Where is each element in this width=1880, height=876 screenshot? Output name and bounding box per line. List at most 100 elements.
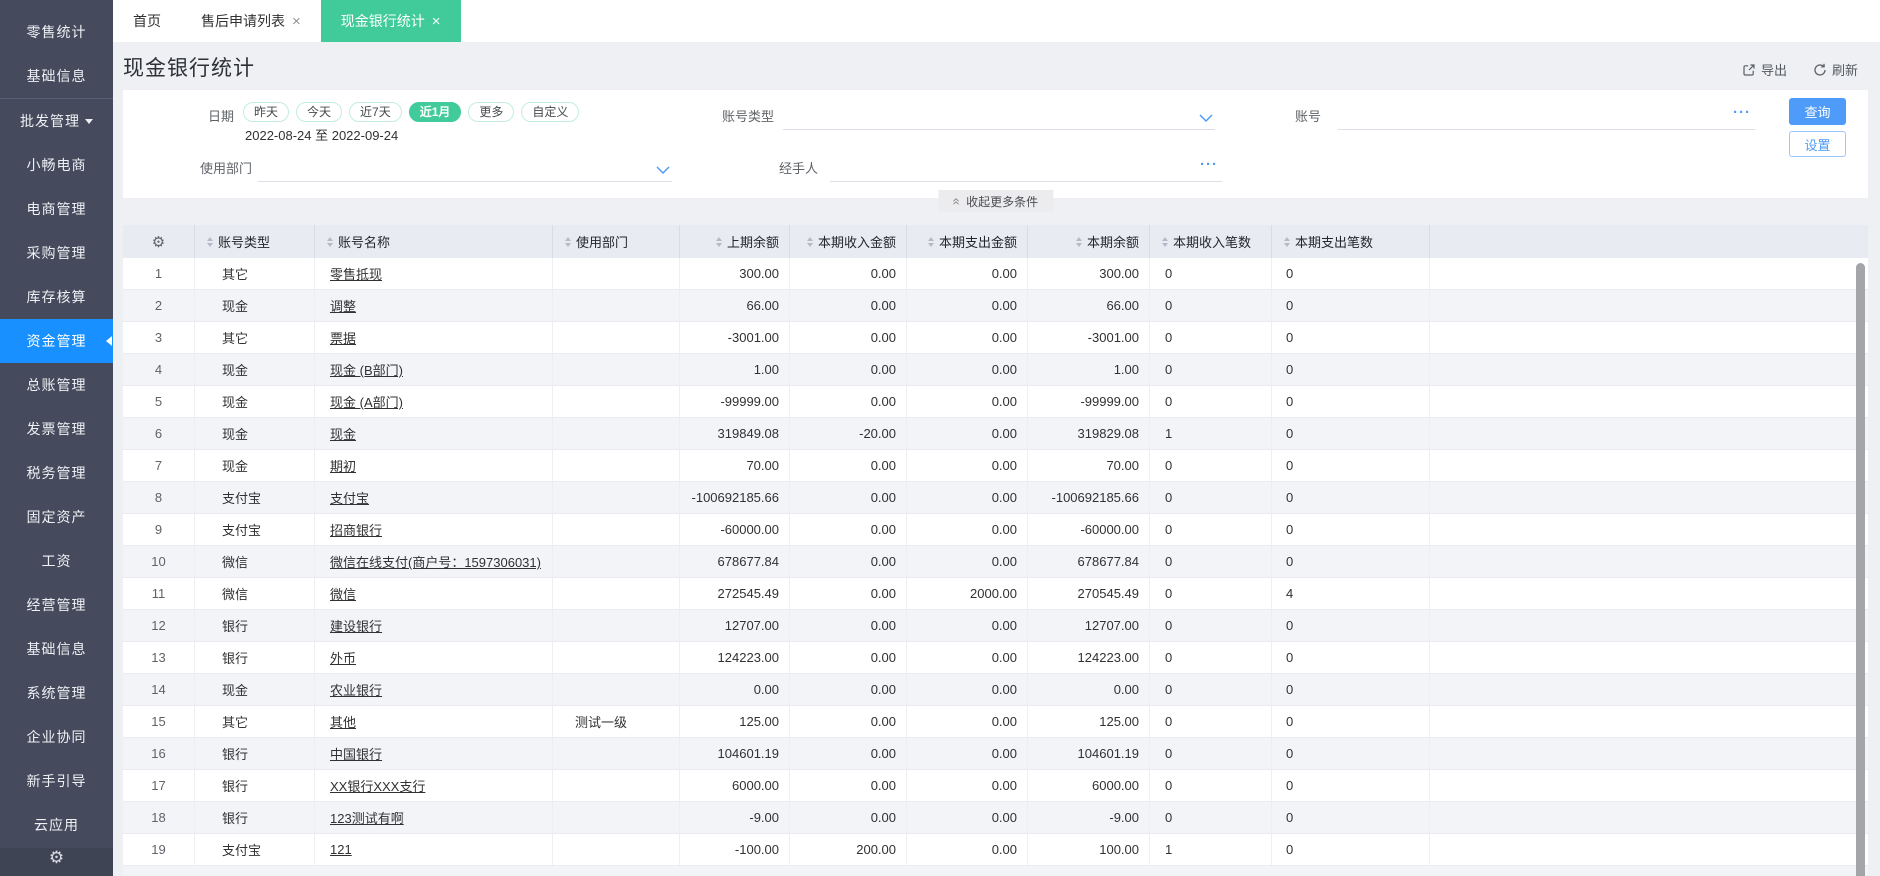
close-icon[interactable]: × — [431, 12, 441, 30]
date-range-value[interactable]: 2022-08-24 至 2022-09-24 — [245, 128, 399, 143]
account-name-link[interactable]: 外币 — [330, 651, 357, 666]
date-preset-2[interactable]: 近7天 — [349, 102, 402, 122]
account-name-link[interactable]: 微信 — [330, 587, 357, 602]
column-header-7[interactable]: 本期收入笔数 — [1150, 225, 1272, 258]
column-header-3[interactable]: 上期余额 — [680, 225, 790, 258]
cell-name: 其他 — [315, 706, 553, 737]
tab-0[interactable]: 首页 — [113, 0, 181, 42]
column-header-4[interactable]: 本期收入金额 — [790, 225, 907, 258]
column-header-2[interactable]: 使用部门 — [553, 225, 680, 258]
tab-1[interactable]: 售后申请列表 × — [181, 0, 321, 42]
sidebar-item-13[interactable]: 经营管理 — [0, 583, 113, 627]
account-name-link[interactable]: 期初 — [330, 459, 357, 474]
account-name-link[interactable]: 零售抵现 — [330, 267, 383, 282]
account-name-link[interactable]: 建设银行 — [330, 619, 383, 634]
chevron-down-icon[interactable] — [1199, 110, 1213, 128]
export-button[interactable]: 导出 — [1742, 60, 1787, 79]
sidebar-item-1[interactable]: 基础信息 — [0, 54, 113, 98]
account-name-link[interactable]: 中国银行 — [330, 747, 383, 762]
sort-desc-icon — [806, 242, 813, 247]
sort-icon — [327, 236, 333, 247]
ellipsis-icon[interactable]: ··· — [1200, 156, 1218, 173]
account-name-link[interactable]: 现金 (A部门) — [330, 395, 403, 410]
close-icon[interactable]: × — [292, 12, 301, 30]
handler-input[interactable]: ··· — [830, 154, 1222, 182]
cell-income_count: 0 — [1150, 386, 1272, 417]
date-preset-3[interactable]: 近1月 — [408, 102, 462, 122]
query-button[interactable]: 查询 — [1789, 98, 1846, 125]
date-preset-4[interactable]: 更多 — [468, 102, 515, 122]
sidebar-item-label: 小畅电商 — [26, 157, 87, 173]
column-header-5[interactable]: 本期支出金额 — [907, 225, 1028, 258]
account-name-link[interactable]: XX银行XXX支行 — [330, 779, 426, 794]
sidebar-item-9[interactable]: 发票管理 — [0, 407, 113, 451]
sidebar-item-4[interactable]: 电商管理 — [0, 187, 113, 231]
sort-desc-icon — [1284, 242, 1290, 247]
column-header-8[interactable]: 本期支出笔数 — [1272, 225, 1430, 258]
sidebar-item-3[interactable]: 小畅电商 — [0, 143, 113, 187]
sidebar-item-2[interactable]: 批发管理 — [0, 99, 113, 143]
row-filler — [1430, 738, 1868, 769]
sidebar-item-16[interactable]: 企业协同 — [0, 715, 113, 759]
column-header-1[interactable]: 账号名称 — [315, 225, 553, 258]
sidebar-item-12[interactable]: 工资 — [0, 539, 113, 583]
cell-expense_count: 0 — [1272, 738, 1430, 769]
date-preset-1[interactable]: 今天 — [296, 102, 343, 122]
account-name-link[interactable]: 其他 — [330, 715, 357, 730]
sort-asc-icon — [715, 236, 722, 241]
account-name-link[interactable]: 调整 — [330, 299, 357, 314]
row-filler — [1430, 418, 1868, 449]
date-preset-0[interactable]: 昨天 — [243, 102, 290, 122]
collapse-conditions-button[interactable]: « 收起更多条件 — [937, 190, 1054, 212]
sidebar-item-7[interactable]: 资金管理 — [0, 319, 113, 363]
account-name-link[interactable]: 现金 (B部门) — [330, 363, 403, 378]
account-name-link[interactable]: 支付宝 — [330, 491, 370, 506]
date-preset-5[interactable]: 自定义 — [521, 102, 580, 122]
sidebar-item-6[interactable]: 库存核算 — [0, 275, 113, 319]
cell-income: 0.00 — [790, 738, 907, 769]
sidebar-item-18[interactable]: 云应用 — [0, 803, 113, 847]
sidebar-item-0[interactable]: 零售统计 — [0, 10, 113, 54]
cell-prev: 12707.00 — [680, 610, 790, 641]
account-name-link[interactable]: 农业银行 — [330, 683, 383, 698]
tab-2[interactable]: 现金银行统计 × — [320, 0, 461, 42]
column-header-0[interactable]: 账号类型 — [195, 225, 315, 258]
department-select[interactable] — [258, 154, 672, 182]
sidebar-item-15[interactable]: 系统管理 — [0, 671, 113, 715]
sidebar-item-14[interactable]: 基础信息 — [0, 627, 113, 671]
ellipsis-icon[interactable]: ··· — [1733, 104, 1751, 121]
row-filler — [1430, 578, 1868, 609]
cell-income_count: 0 — [1150, 290, 1272, 321]
sidebar-item-17[interactable]: 新手引导 — [0, 759, 113, 803]
sidebar-item-11[interactable]: 固定资产 — [0, 495, 113, 539]
sidebar: 零售统计 基础信息 批发管理 小畅电商 电商管理 采购管理 库存核算 资金管理 总账管理 发票管理… — [0, 0, 113, 876]
row-number-cell: 17 — [123, 770, 195, 801]
gear-icon[interactable]: ⚙ — [48, 848, 65, 867]
account-type-select[interactable] — [783, 102, 1215, 130]
cell-income_count: 0 — [1150, 482, 1272, 513]
account-name-link[interactable]: 123测试有啊 — [330, 811, 404, 826]
account-name-link[interactable]: 票据 — [330, 331, 357, 346]
vertical-scrollbar[interactable] — [1856, 263, 1865, 876]
sort-desc-icon — [327, 242, 333, 247]
cell-name: 微信 — [315, 578, 553, 609]
chevron-down-icon[interactable] — [656, 162, 670, 180]
sidebar-item-10[interactable]: 税务管理 — [0, 451, 113, 495]
table-header: ⚙ 账号类型 账号名称 使用部门 上期余额 本期收入金额 本期支出金额 本期余额 本期收入笔数 本… — [123, 225, 1868, 258]
gear-icon[interactable]: ⚙ — [151, 233, 166, 251]
export-icon — [1743, 63, 1755, 76]
account-name-link[interactable]: 现金 — [330, 427, 357, 442]
table-settings-cell[interactable]: ⚙ — [123, 225, 195, 258]
cell-balance: 125.00 — [1028, 706, 1150, 737]
account-name-link[interactable]: 微信在线支付(商户号：1597306031) — [330, 555, 541, 570]
account-name-link[interactable]: 招商银行 — [330, 523, 383, 538]
account-name-link[interactable]: 121 — [330, 842, 352, 857]
tab-label: 现金银行统计 — [340, 13, 425, 29]
sidebar-item-8[interactable]: 总账管理 — [0, 363, 113, 407]
cell-type: 银行 — [195, 642, 315, 673]
settings-button[interactable]: 设置 — [1789, 131, 1846, 157]
refresh-button[interactable]: 刷新 — [1813, 60, 1858, 79]
account-input[interactable]: ··· — [1338, 102, 1755, 130]
sidebar-item-5[interactable]: 采购管理 — [0, 231, 113, 275]
column-header-6[interactable]: 本期余额 — [1028, 225, 1150, 258]
